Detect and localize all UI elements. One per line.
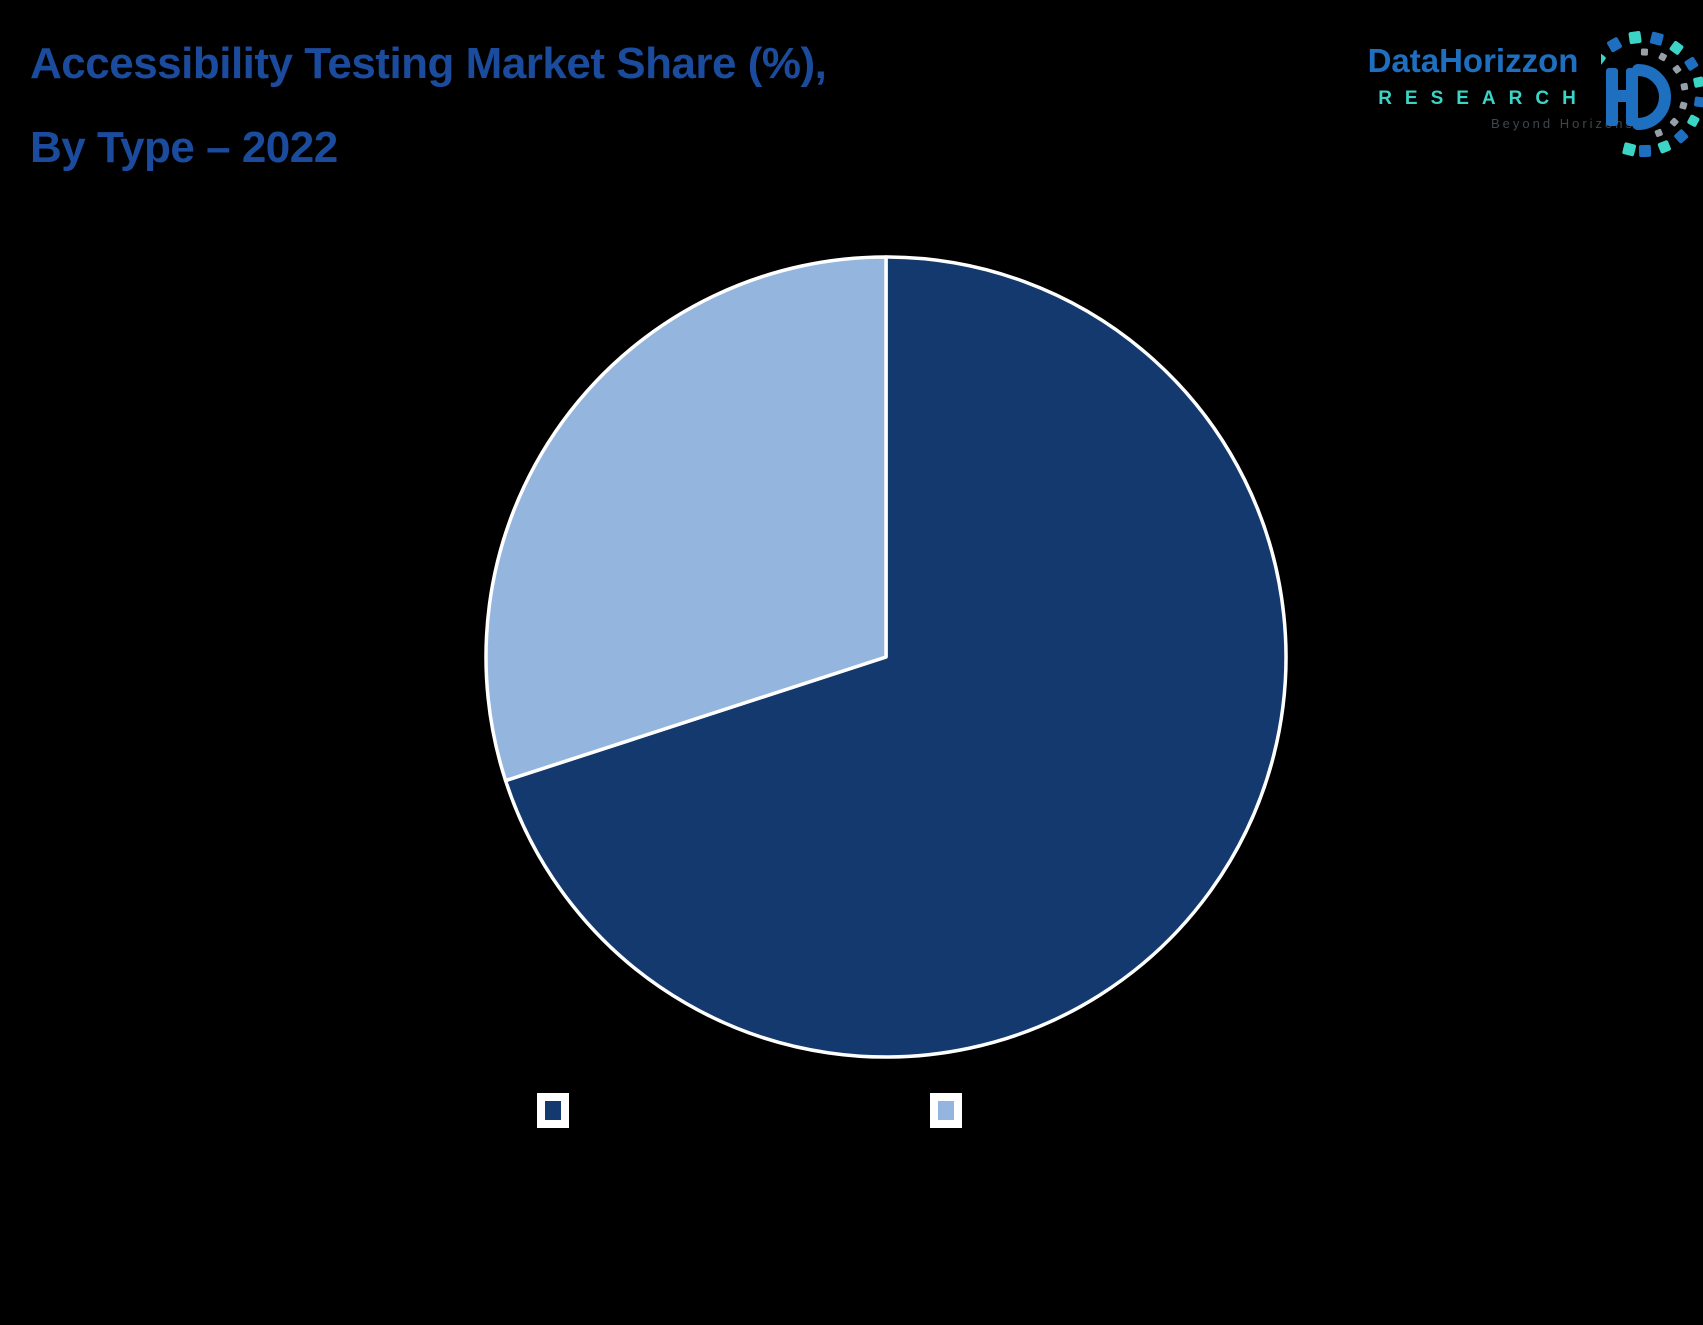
logo-icon-shape [1628,31,1642,45]
logo-research-text: RESEARCH [1378,88,1589,109]
logo-icon-shape [1669,117,1679,127]
logo-icon-shape [1638,144,1652,158]
chart-title: Accessibility Testing Market Share (%), … [30,22,1130,190]
logo-icon-shape [1622,142,1637,157]
legend-swatch-0 [545,1101,561,1120]
chart-title-line1: Accessibility Testing Market Share (%), [30,39,827,88]
datahorizzon-logo: DataHorizzon RESEARCH Beyond Horizons [1336,16,1703,161]
logo-icon-d-arc [1632,64,1671,130]
logo-icon-shape [1658,52,1667,62]
logo-icon-shape [1669,40,1684,55]
logo-icon-shape [1674,129,1689,144]
pie-slice-0 [503,255,1288,1059]
logo-icon-shape [1679,101,1688,110]
logo-icon-shape [1607,37,1622,53]
logo-icon-shape [1684,56,1699,71]
logo-icon-shape [1680,82,1689,91]
legend-item-1 [930,1093,962,1128]
logo-icon-shape [1693,76,1703,88]
legend-swatch-1 [938,1101,954,1120]
chart-title-line2: By Type – 2022 [30,123,338,172]
pie-chart [484,255,1288,1059]
logo-brand-text: DataHorizzon [1367,42,1579,79]
logo-icon-shape [1606,90,1638,102]
pie-slice-1 [484,255,888,783]
logo-icon-shape [1640,48,1649,56]
logo-icon-shape [1601,51,1606,67]
logo-icon-shape [1672,65,1682,74]
logo-h-icon [1601,31,1703,158]
legend-item-0 [537,1093,569,1128]
logo-icon-shape [1649,31,1664,46]
logo-icon-shape [1687,114,1700,127]
logo-icon-shape [1694,96,1703,108]
logo-icon-shape [1657,140,1671,154]
logo-icon-shape [1654,128,1663,138]
logo-tagline-text: Beyond Horizons [1491,116,1635,131]
